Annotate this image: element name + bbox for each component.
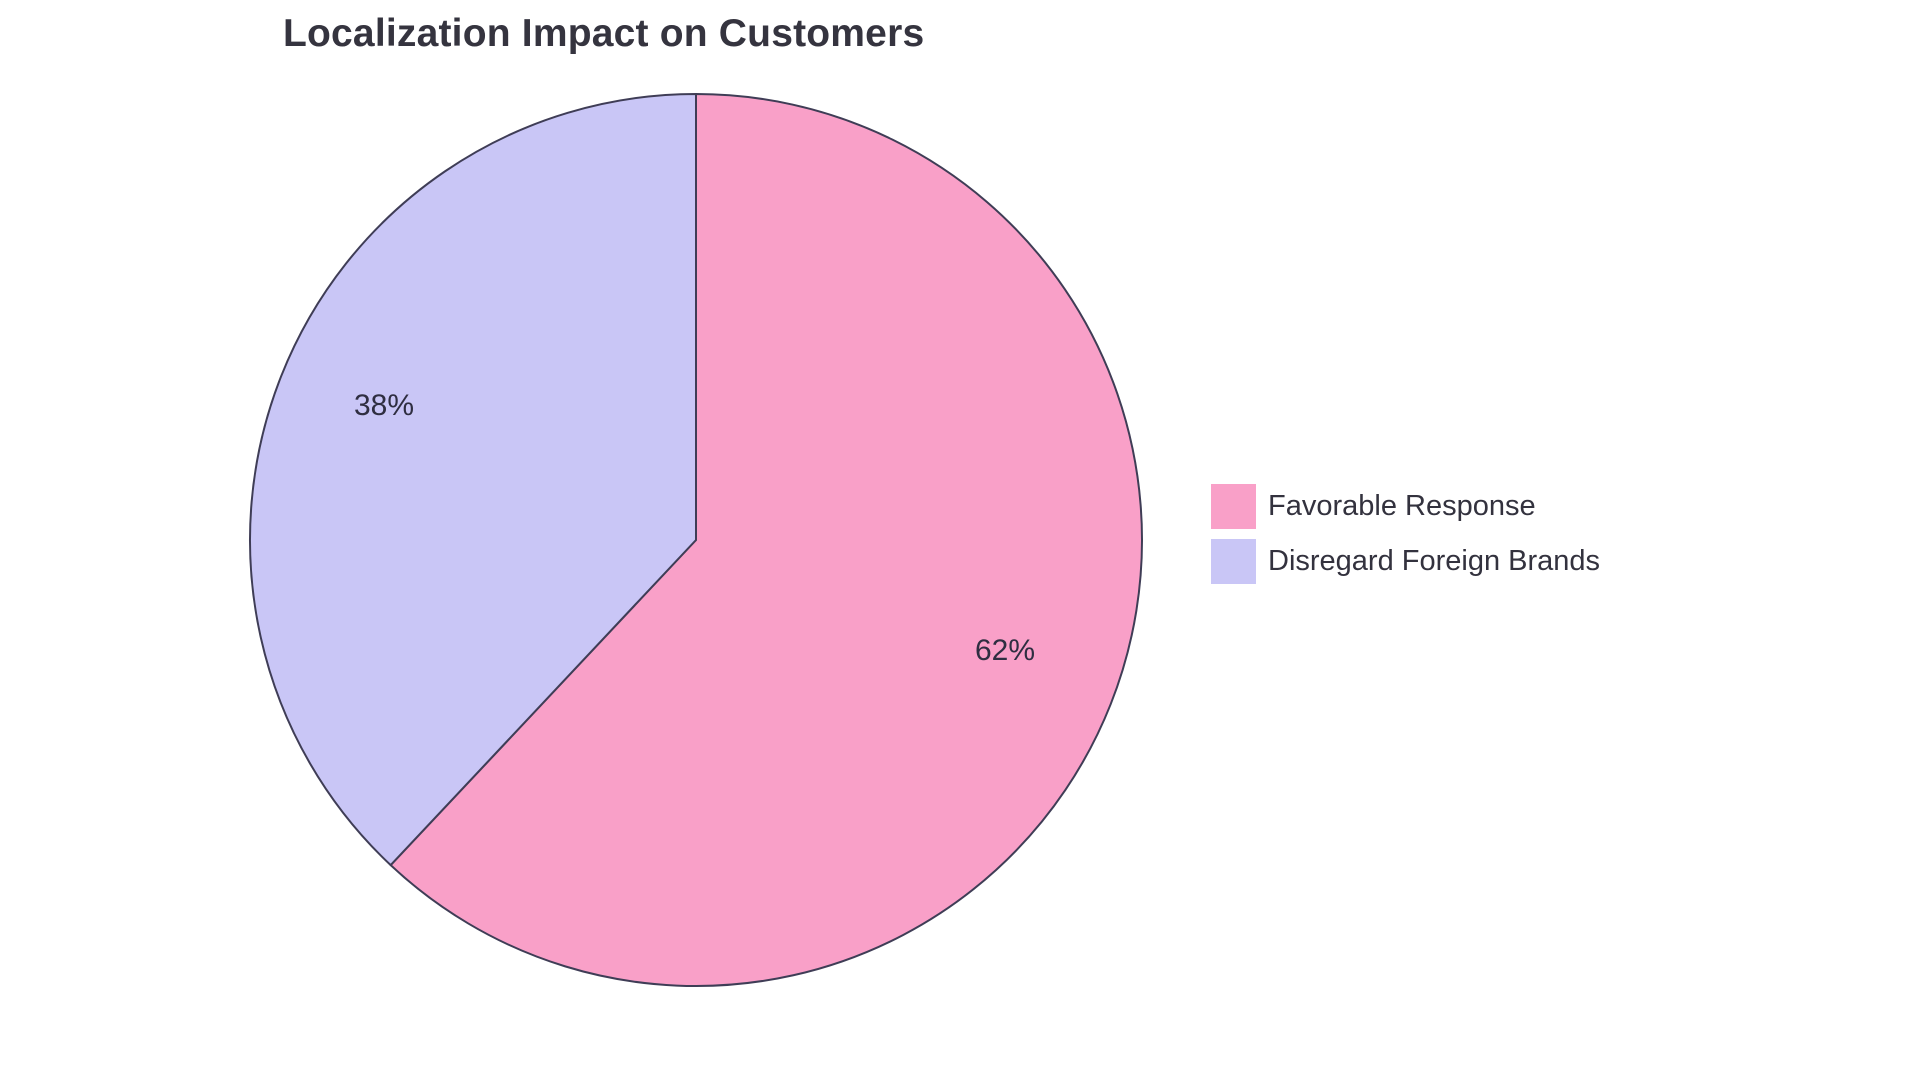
legend-label-favorable-response: Favorable Response xyxy=(1268,490,1536,522)
chart-legend: Favorable Response Disregard Foreign Bra… xyxy=(1211,484,1600,584)
chart-title: Localization Impact on Customers xyxy=(283,12,925,55)
legend-item-favorable-response[interactable]: Favorable Response xyxy=(1211,484,1600,529)
pie-slice-disregard-foreign-brands[interactable] xyxy=(249,93,697,867)
legend-swatch-disregard-foreign-brands xyxy=(1211,539,1256,584)
legend-item-disregard-foreign-brands[interactable]: Disregard Foreign Brands xyxy=(1211,539,1600,584)
legend-label-disregard-foreign-brands: Disregard Foreign Brands xyxy=(1268,545,1601,577)
legend-swatch-favorable-response xyxy=(1211,484,1256,529)
pie-slice-favorable-response[interactable] xyxy=(389,93,1143,987)
